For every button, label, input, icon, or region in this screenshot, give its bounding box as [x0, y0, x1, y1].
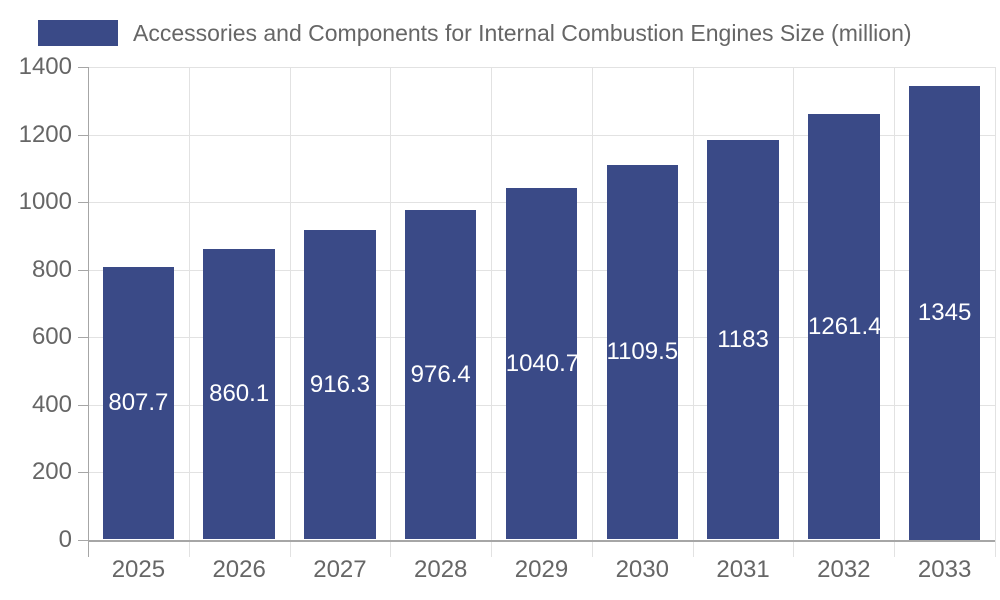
bar-2032[interactable]: [808, 113, 880, 540]
legend-label: Accessories and Components for Internal …: [133, 19, 912, 46]
bar-value-label: 1261.4: [808, 312, 882, 340]
y-axis-tick: [78, 269, 88, 271]
x-axis-tick-label: 2025: [111, 556, 166, 583]
y-axis-tick: [78, 134, 88, 136]
x-axis-tick-label: 2032: [817, 556, 871, 583]
x-axis-line: [88, 539, 995, 542]
gridline-vertical: [692, 67, 694, 557]
y-axis-line: [88, 67, 89, 557]
gridline-vertical: [289, 67, 291, 557]
bar-2027[interactable]: [304, 230, 376, 540]
bar-value-label: 807.7: [108, 389, 169, 417]
bar-2031[interactable]: [707, 140, 779, 540]
y-axis-tick-label: 200: [31, 458, 72, 485]
gridline-vertical: [390, 67, 392, 557]
legend-swatch: [38, 20, 118, 46]
bar-2029[interactable]: [505, 188, 578, 540]
gridline-vertical: [491, 67, 493, 557]
y-axis-tick: [78, 472, 88, 473]
bar-2030[interactable]: [606, 165, 679, 540]
x-axis-tick-label: 2033: [917, 556, 972, 583]
bar-value-label: 916.3: [309, 370, 370, 398]
y-axis-tick-label: 1400: [18, 53, 72, 80]
bar-value-label: 860.1: [209, 380, 270, 408]
x-axis-tick-label: 2030: [615, 556, 669, 583]
bar-2028[interactable]: [404, 209, 477, 540]
bar-value-label: 1183: [717, 325, 769, 353]
gridline-horizontal: [88, 67, 995, 68]
y-axis-tick: [78, 404, 88, 406]
gridline-vertical: [188, 67, 190, 557]
x-axis-tick-label: 2027: [313, 556, 367, 583]
gridline-vertical: [995, 67, 996, 557]
y-axis-tick: [78, 67, 88, 68]
y-axis-tick: [78, 539, 88, 541]
x-axis-tick-label: 2031: [716, 556, 770, 583]
x-axis-tick-label: 2026: [212, 556, 266, 583]
bar-value-label: 1040.7: [505, 349, 580, 377]
y-axis-tick: [78, 202, 88, 203]
bar-value-label: 1345: [917, 298, 972, 326]
bar-value-label: 976.4: [410, 360, 471, 388]
gridline-vertical: [894, 67, 896, 557]
gridline-vertical: [793, 67, 795, 557]
gridline-horizontal: [88, 134, 995, 136]
x-axis-tick-label: 2029: [514, 556, 569, 583]
y-axis-tick: [78, 337, 88, 338]
y-axis-tick-label: 800: [31, 255, 72, 283]
bar-2025[interactable]: [102, 266, 175, 540]
bar-2033[interactable]: [908, 85, 981, 540]
y-axis-tick-label: 1200: [18, 120, 72, 148]
legend-item[interactable]: Accessories and Components for Internal …: [38, 19, 912, 47]
x-axis-tick-label: 2028: [414, 556, 468, 583]
bar-2026[interactable]: [203, 249, 275, 540]
y-axis-tick-label: 0: [58, 525, 72, 553]
bar-value-label: 1109.5: [606, 338, 679, 366]
y-axis-tick-label: 400: [31, 390, 72, 418]
y-axis-tick-label: 600: [31, 323, 72, 350]
y-axis-tick-label: 1000: [18, 188, 72, 215]
gridline-vertical: [591, 67, 593, 557]
